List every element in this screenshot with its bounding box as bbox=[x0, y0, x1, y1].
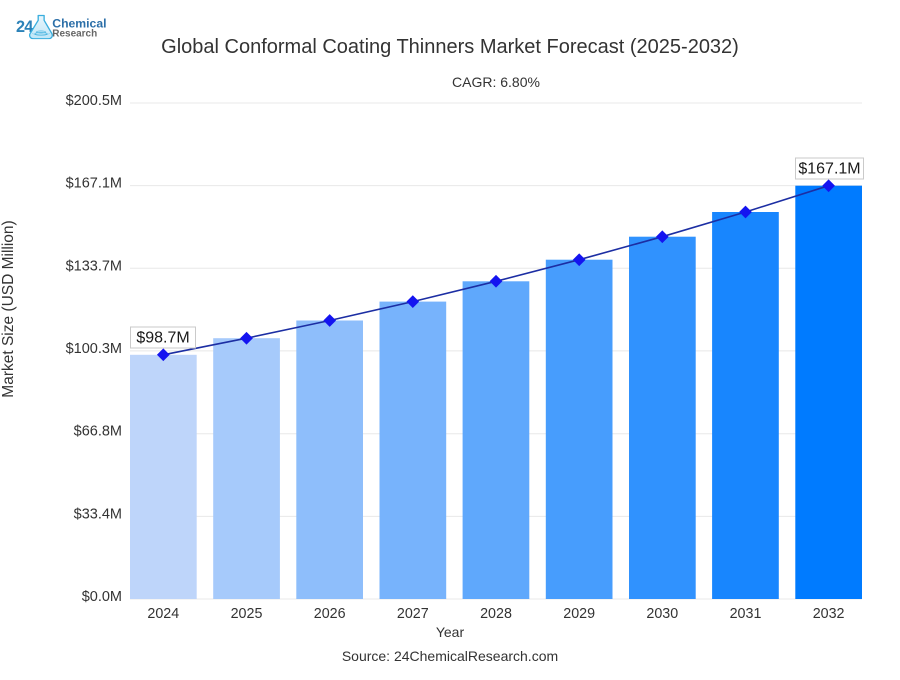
svg-text:2026: 2026 bbox=[314, 606, 346, 622]
svg-text:$167.1M: $167.1M bbox=[798, 161, 860, 178]
svg-text:$0.0M: $0.0M bbox=[82, 589, 122, 605]
svg-text:$200.5M: $200.5M bbox=[66, 93, 122, 109]
svg-text:$66.8M: $66.8M bbox=[74, 424, 122, 440]
svg-text:$33.4M: $33.4M bbox=[74, 506, 122, 522]
svg-text:$167.1M: $167.1M bbox=[66, 176, 122, 192]
svg-text:2032: 2032 bbox=[813, 606, 845, 622]
svg-text:2031: 2031 bbox=[730, 606, 762, 622]
svg-text:2030: 2030 bbox=[646, 606, 678, 622]
svg-text:2027: 2027 bbox=[397, 606, 429, 622]
svg-text:2028: 2028 bbox=[480, 606, 512, 622]
svg-text:2025: 2025 bbox=[231, 606, 263, 622]
svg-text:$98.7M: $98.7M bbox=[136, 330, 189, 347]
svg-text:2024: 2024 bbox=[147, 606, 179, 622]
svg-text:$133.7M: $133.7M bbox=[66, 258, 122, 274]
svg-text:$100.3M: $100.3M bbox=[66, 341, 122, 357]
svg-text:2029: 2029 bbox=[563, 606, 595, 622]
